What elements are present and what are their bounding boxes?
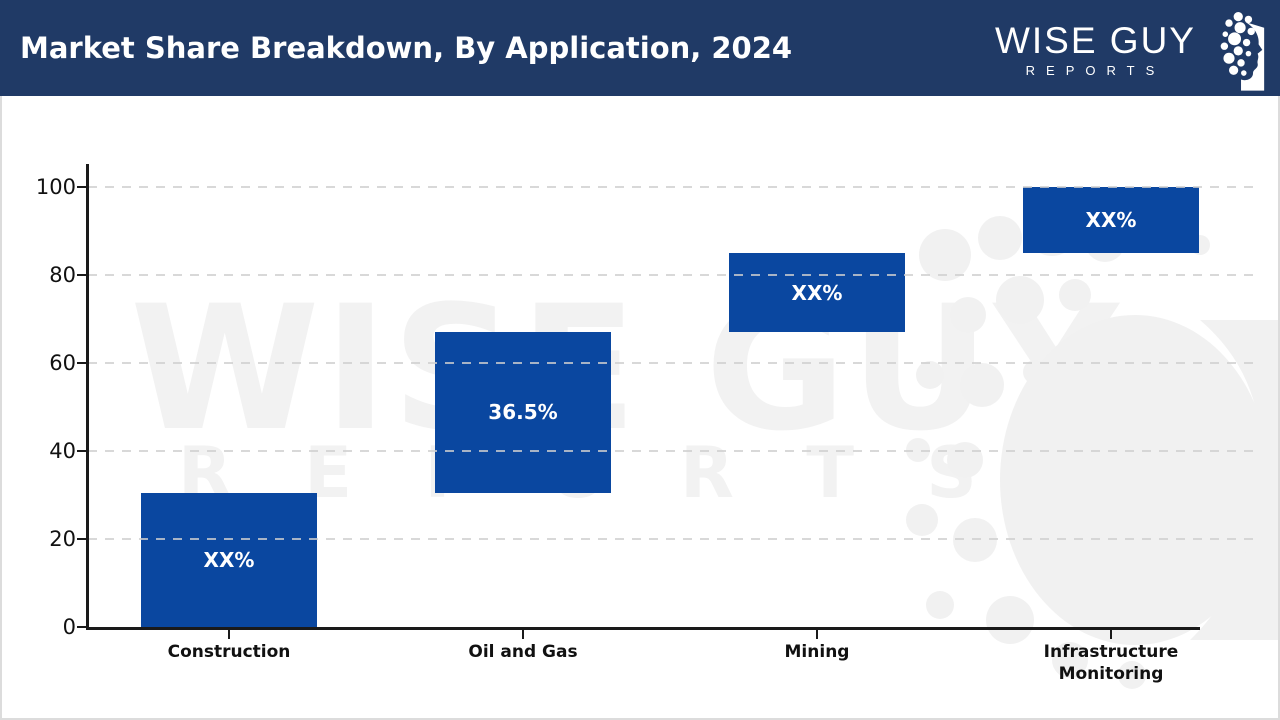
bar-value-label: XX% (1085, 208, 1137, 232)
y-tick-label: 20 (49, 527, 76, 551)
x-axis (86, 627, 1200, 630)
x-category-label: Oil and Gas (468, 642, 578, 662)
wiseguy-head-icon (1220, 12, 1265, 91)
bar-mining: XX% (729, 253, 905, 333)
bar-value-label: 36.5% (488, 400, 558, 425)
bar-oil-and-gas: 36.5% (435, 332, 611, 493)
gridline-40 (88, 450, 1255, 452)
gridline-60 (88, 362, 1255, 364)
gridline-80 (88, 274, 1255, 276)
y-tick-label: 100 (35, 175, 76, 199)
bar-infrastructure-monitoring: XX% (1023, 187, 1199, 253)
y-tick-label: 0 (62, 615, 76, 639)
x-tick (522, 630, 524, 639)
y-tick (77, 626, 86, 628)
x-tick (228, 630, 230, 639)
header: Market Share Breakdown, By Application, … (0, 0, 1280, 96)
x-tick (1110, 630, 1112, 639)
logo-subtitle: REPORTS (1025, 63, 1166, 78)
y-axis (86, 164, 89, 630)
x-category-label: Infrastructure Monitoring (1043, 642, 1179, 684)
page-title: Market Share Breakdown, By Application, … (20, 31, 793, 65)
y-tick (77, 186, 86, 188)
y-tick (77, 274, 86, 276)
x-category-label: Construction (167, 642, 291, 662)
x-category-label: Mining (784, 642, 850, 662)
y-tick-label: 60 (49, 351, 76, 375)
wiseguy-logo: WISE GUY REPORTS (995, 6, 1266, 92)
gridline-20 (88, 538, 1255, 540)
bar-value-label: XX% (791, 280, 843, 305)
y-tick-label: 80 (49, 263, 76, 287)
x-tick (816, 630, 818, 639)
bar-construction: XX% (141, 492, 317, 627)
logo-wordmark: WISE GUY (994, 20, 1196, 61)
y-tick (77, 538, 86, 540)
y-tick-label: 40 (49, 439, 76, 463)
y-tick (77, 362, 86, 364)
bar-value-label: XX% (203, 547, 255, 572)
gridline-100 (88, 186, 1255, 188)
y-tick (77, 450, 86, 452)
